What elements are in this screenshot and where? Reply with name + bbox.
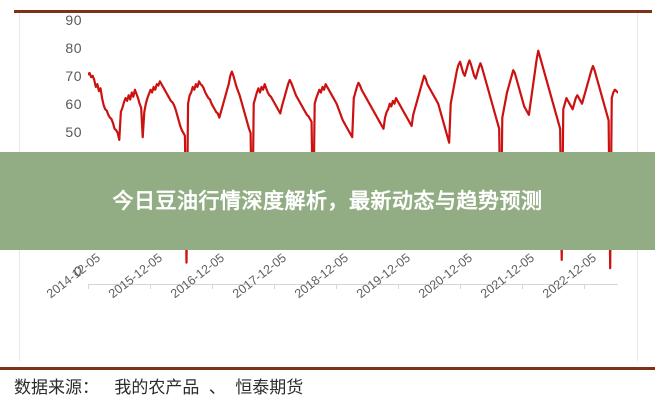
line-series-svg bbox=[88, 49, 618, 270]
x-axis-tick-mark bbox=[88, 284, 89, 289]
source-separator: 、 bbox=[208, 378, 226, 398]
y-axis-tick-label: 60 bbox=[65, 95, 82, 112]
x-axis-tick-mark bbox=[397, 284, 399, 289]
y-axis-tick-label: 90 bbox=[65, 12, 82, 28]
x-axis-tick-mark bbox=[583, 284, 585, 289]
overlay-banner-band bbox=[0, 152, 655, 250]
x-axis-tick-mark bbox=[521, 284, 523, 289]
y-axis-tick-label: 0 bbox=[73, 263, 82, 279]
source-name-2: 恒泰期货 bbox=[235, 378, 304, 398]
chart-plot-area bbox=[88, 20, 618, 271]
footer-divider-rule bbox=[0, 367, 655, 370]
top-divider-rule bbox=[14, 10, 652, 13]
source-label: 数据来源： bbox=[14, 378, 99, 398]
x-axis-tick-mark bbox=[149, 284, 151, 289]
y-axis-tick-label: 50 bbox=[65, 123, 82, 140]
x-axis-labels: 2014-12-05 2015-12-05 2016-12-05 2017-12-05… bbox=[0, 251, 655, 348]
y-axis-tick-label: 70 bbox=[65, 67, 82, 84]
x-axis-tick-mark bbox=[335, 284, 337, 289]
x-axis-line bbox=[88, 284, 618, 285]
y-axis-tick-label: 80 bbox=[65, 39, 82, 56]
x-axis-tick-mark bbox=[459, 284, 461, 289]
overlay-banner-title: 今日豆油行情深度解析，最新动态与趋势预测 bbox=[112, 188, 543, 213]
series-polyline bbox=[88, 49, 618, 270]
x-axis-tick-mark bbox=[273, 284, 275, 289]
source-name-1: 我的农产品 bbox=[114, 378, 200, 398]
x-axis-tick-mark bbox=[211, 284, 213, 289]
data-source-footer: 数据来源： 我的农产品 、 恒泰期货 bbox=[14, 373, 644, 398]
